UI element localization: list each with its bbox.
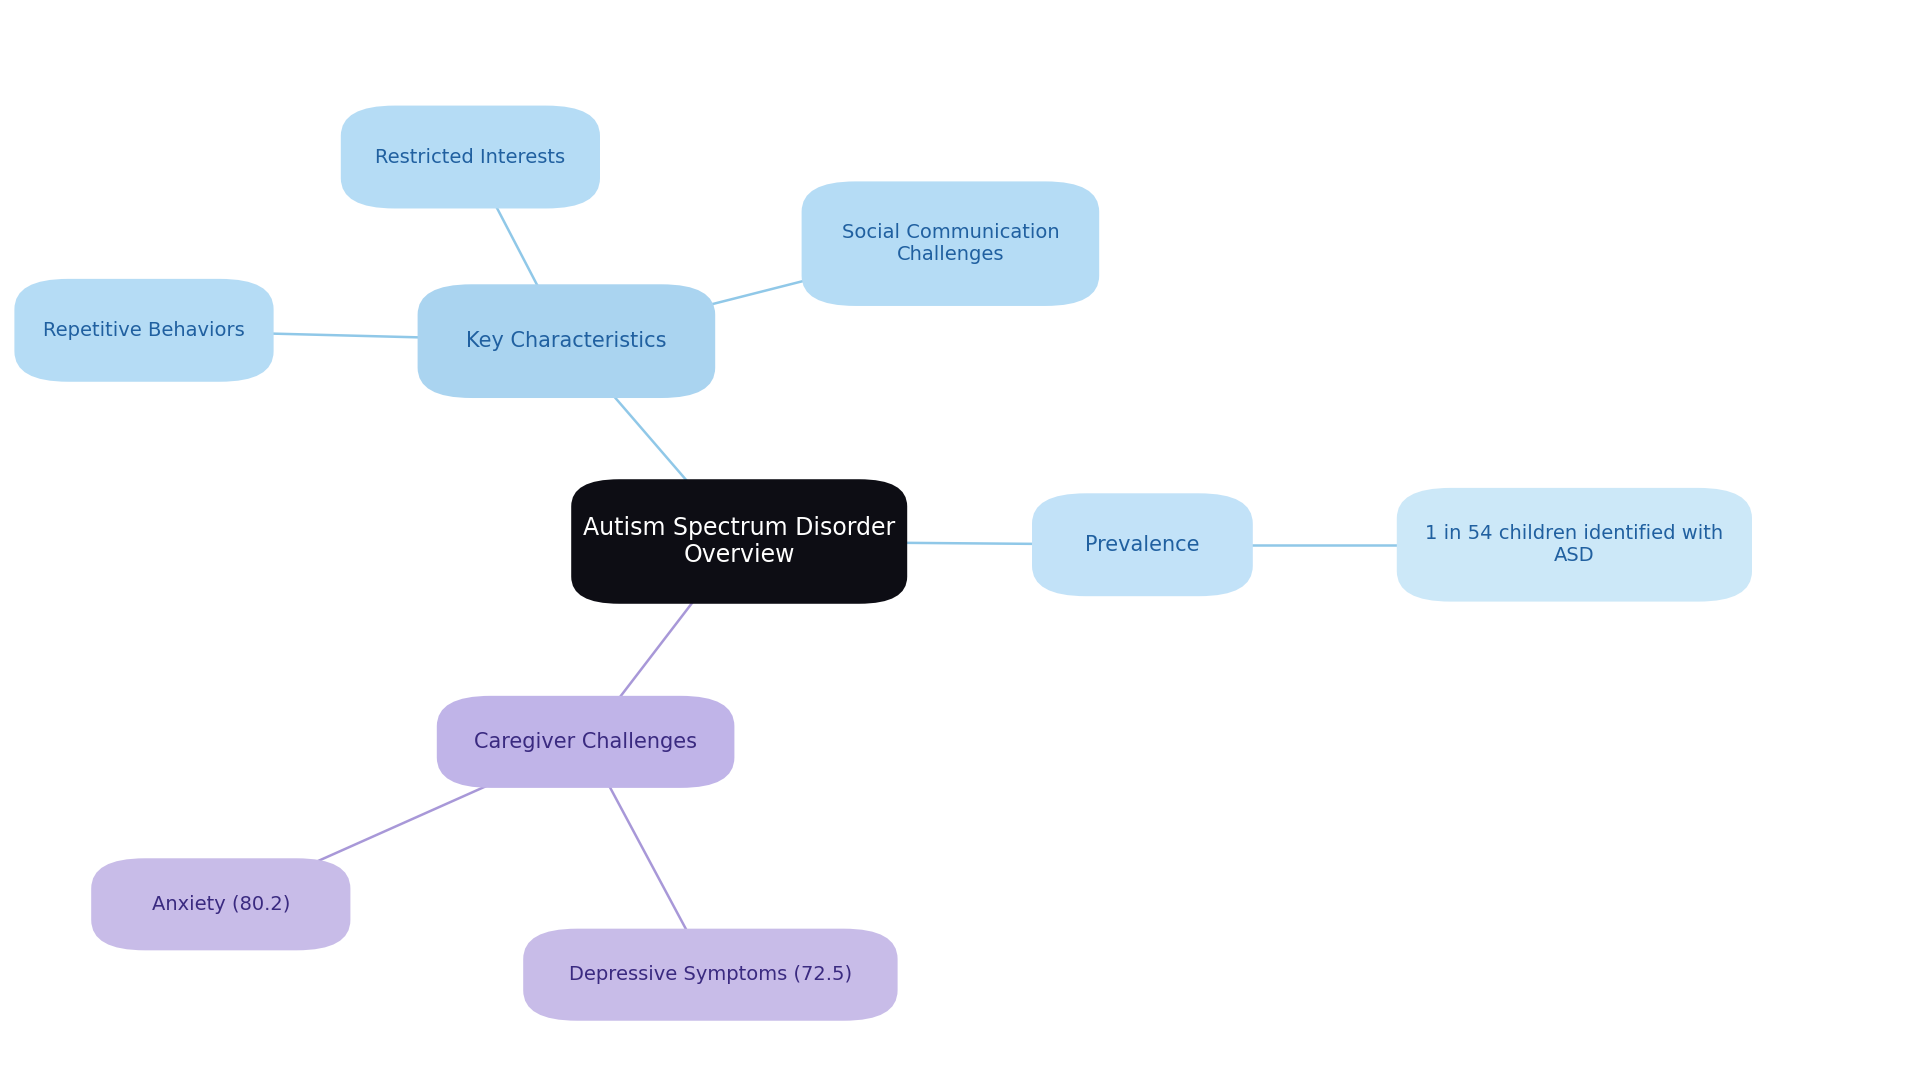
FancyBboxPatch shape [1033,494,1252,596]
FancyBboxPatch shape [340,106,599,208]
Text: Caregiver Challenges: Caregiver Challenges [474,732,697,752]
FancyBboxPatch shape [572,479,906,604]
FancyBboxPatch shape [13,279,275,382]
FancyBboxPatch shape [801,182,1098,305]
Text: Autism Spectrum Disorder
Overview: Autism Spectrum Disorder Overview [584,516,895,567]
Text: Key Characteristics: Key Characteristics [467,331,666,351]
Text: 1 in 54 children identified with
ASD: 1 in 54 children identified with ASD [1425,524,1724,565]
FancyBboxPatch shape [436,695,733,788]
FancyBboxPatch shape [1396,488,1751,602]
Text: Anxiety (80.2): Anxiety (80.2) [152,895,290,914]
Text: Social Communication
Challenges: Social Communication Challenges [841,223,1060,264]
FancyBboxPatch shape [522,928,897,1020]
FancyBboxPatch shape [92,858,349,951]
Text: Prevalence: Prevalence [1085,535,1200,554]
Text: Repetitive Behaviors: Repetitive Behaviors [42,321,246,340]
Text: Depressive Symptoms (72.5): Depressive Symptoms (72.5) [568,965,852,984]
FancyBboxPatch shape [417,284,714,397]
Text: Restricted Interests: Restricted Interests [374,147,566,167]
